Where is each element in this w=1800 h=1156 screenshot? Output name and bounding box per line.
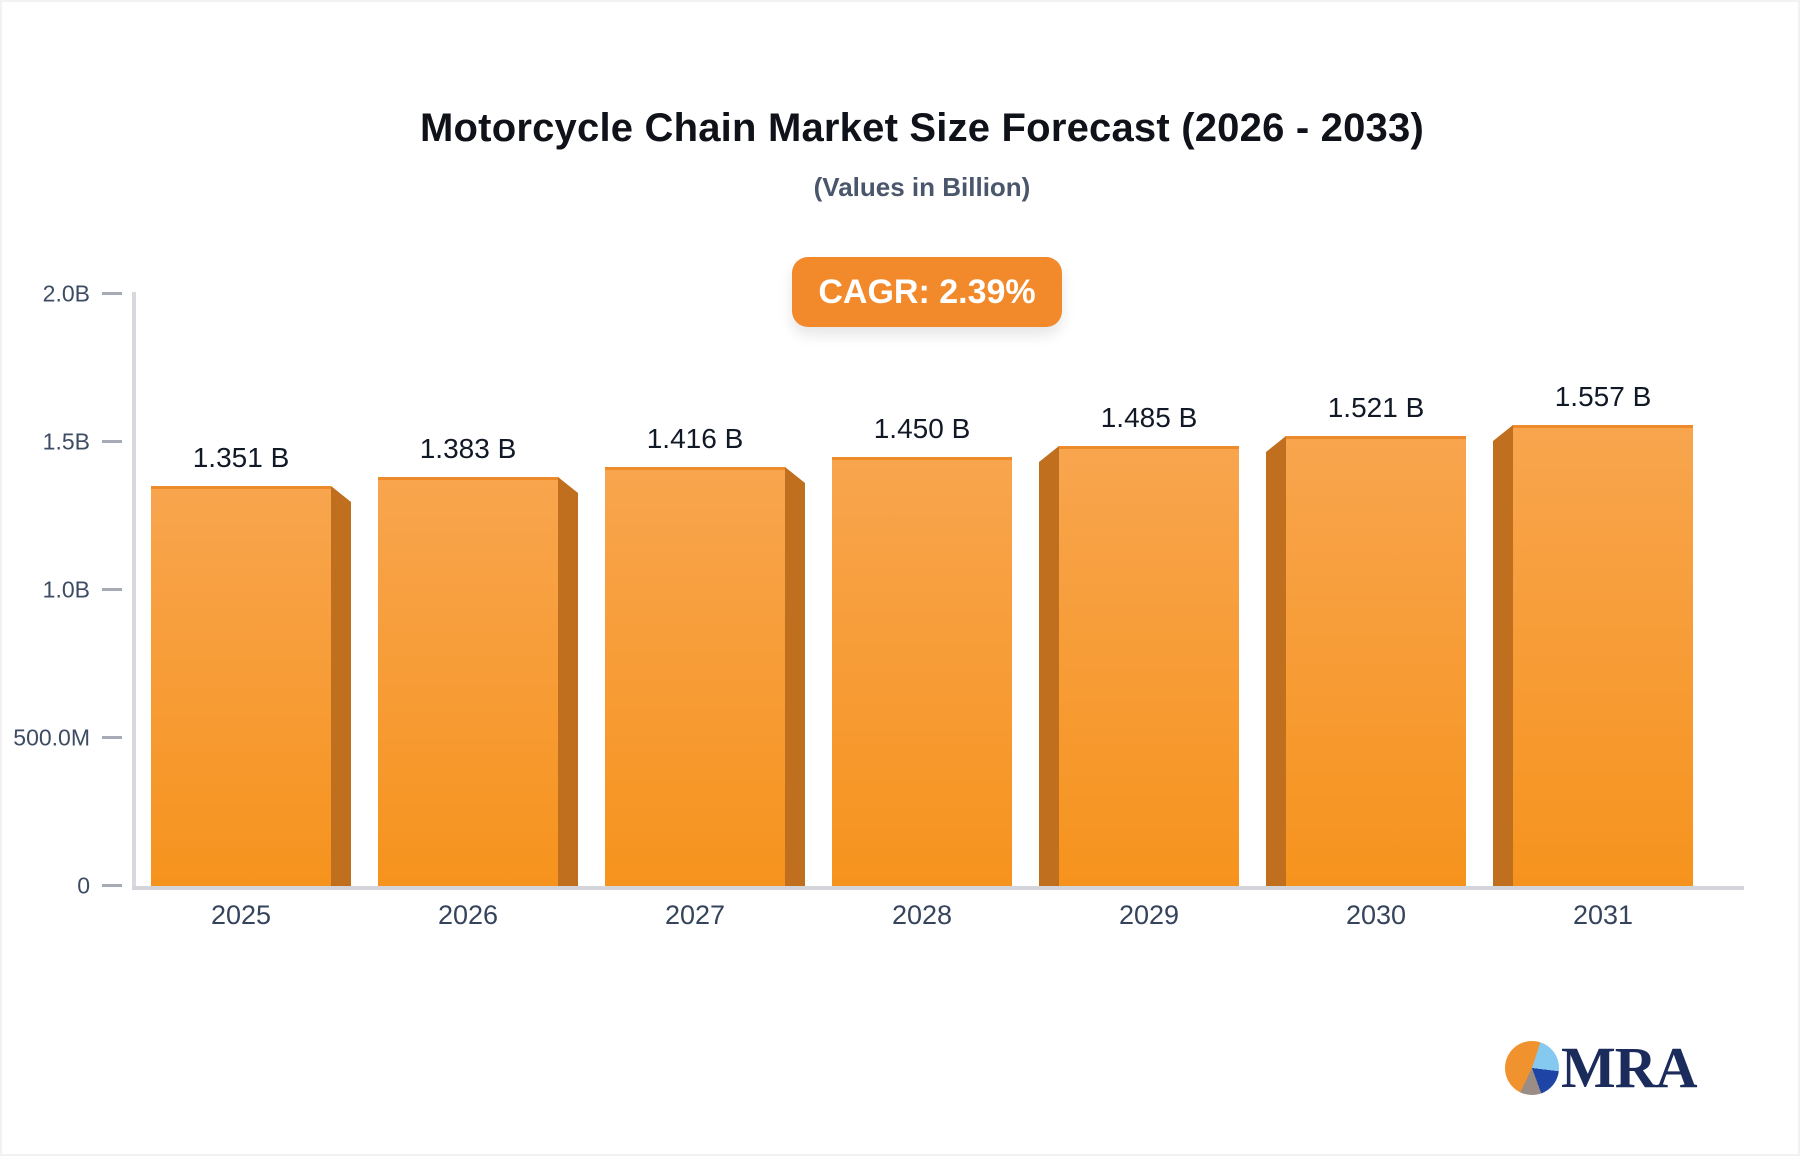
bar — [605, 467, 785, 886]
y-axis-tick-mark — [102, 884, 122, 887]
bar — [151, 486, 331, 886]
cagr-badge-label: CAGR: 2.39% — [818, 272, 1036, 311]
bar — [1286, 436, 1466, 886]
bar — [378, 477, 558, 886]
bar-value-label: 1.416 B — [646, 423, 744, 454]
y-axis-tick-mark — [102, 440, 122, 443]
x-axis-category-label: 2026 — [437, 900, 499, 930]
x-axis-category-label: 2031 — [1572, 900, 1634, 930]
x-axis-line — [132, 886, 1744, 890]
chart-title: Motorcycle Chain Market Size Forecast (2… — [420, 106, 1424, 150]
bar-value-label: 1.521 B — [1327, 392, 1425, 423]
bar-value-label: 1.557 B — [1554, 381, 1652, 412]
bar-side — [558, 477, 578, 886]
bar — [832, 457, 1012, 886]
x-axis-category-label: 2025 — [210, 900, 272, 930]
bar — [1059, 446, 1239, 886]
bar-side — [785, 467, 805, 886]
bar-side — [1493, 425, 1513, 886]
x-axis-category-label: 2027 — [664, 900, 726, 930]
y-axis-line — [132, 292, 136, 890]
x-axis-category-label: 2030 — [1345, 900, 1407, 930]
bar-value-label: 1.485 B — [1100, 402, 1198, 433]
bar-side — [331, 486, 351, 886]
y-axis-tick-label: 500.0M — [13, 724, 90, 751]
y-axis-tick-label: 0 — [77, 872, 90, 899]
y-axis-tick-label: 1.0B — [42, 576, 90, 603]
pie-chart-logo-icon — [1505, 1041, 1559, 1095]
bar-side — [1039, 446, 1059, 886]
bar-side — [1266, 436, 1286, 886]
bar-value-label: 1.450 B — [873, 413, 971, 444]
y-axis-tick-label: 1.5B — [42, 428, 90, 455]
chart-subtitle: (Values in Billion) — [813, 172, 1031, 202]
y-axis-tick-mark — [102, 292, 122, 295]
y-axis-tick-label: 2.0B — [42, 280, 90, 307]
bar-value-label: 1.383 B — [419, 433, 517, 464]
bar-value-label: 1.351 B — [192, 442, 290, 473]
brand-logo-text: MRA — [1561, 1035, 1698, 1100]
brand-logo: MRA — [1505, 1035, 1698, 1100]
cagr-badge: CAGR: 2.39% — [792, 257, 1062, 327]
y-axis-tick-mark — [102, 736, 122, 739]
y-axis-tick-mark — [102, 588, 122, 591]
x-axis-category-label: 2029 — [1118, 900, 1180, 930]
x-axis-category-label: 2028 — [891, 900, 953, 930]
bar — [1513, 425, 1693, 886]
